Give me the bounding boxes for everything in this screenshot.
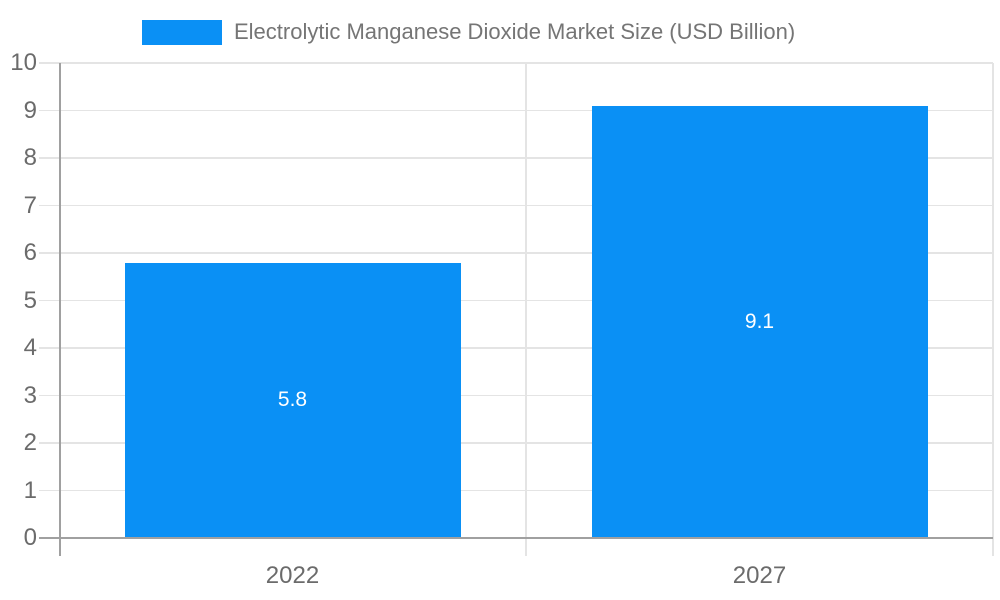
y-tick-label: 9 — [23, 96, 37, 124]
y-tick-label: 10 — [10, 49, 37, 76]
x-tick-label: 2022 — [265, 562, 320, 589]
y-gridline — [39, 442, 993, 444]
y-gridline — [39, 204, 993, 207]
bar-2027[interactable]: 9.1 — [591, 105, 928, 538]
y-tick-label: 0 — [23, 524, 37, 551]
y-tick-label: 6 — [23, 239, 37, 266]
y-gridline — [39, 252, 993, 254]
y-gridline — [39, 299, 993, 302]
y-tick-label: 2 — [23, 429, 37, 456]
y-gridline — [39, 157, 993, 159]
bar-2022[interactable]: 5.8 — [124, 262, 461, 538]
x-axis-baseline — [39, 537, 993, 539]
y-tick-label: 8 — [23, 144, 37, 171]
y-tick-label: 1 — [23, 476, 37, 504]
category-divider-gridline — [525, 63, 527, 556]
plot-right-border — [992, 63, 994, 556]
y-gridline — [39, 394, 993, 397]
y-gridline — [39, 347, 993, 349]
bar-value-label: 9.1 — [744, 309, 775, 333]
y-axis-line — [59, 63, 61, 556]
y-tick-label: 3 — [23, 381, 37, 409]
y-tick-label: 5 — [23, 286, 37, 314]
y-gridline — [39, 62, 993, 64]
y-tick-label: 7 — [23, 191, 37, 219]
y-tick-label: 4 — [23, 334, 37, 361]
legend[interactable]: Electrolytic Manganese Dioxide Market Si… — [142, 19, 795, 45]
y-gridline — [39, 489, 993, 492]
x-tick-label: 2027 — [732, 562, 787, 589]
bar-value-label: 5.8 — [277, 388, 308, 412]
legend-title: Electrolytic Manganese Dioxide Market Si… — [234, 19, 796, 44]
legend-swatch — [142, 19, 222, 45]
y-gridline — [39, 109, 993, 112]
